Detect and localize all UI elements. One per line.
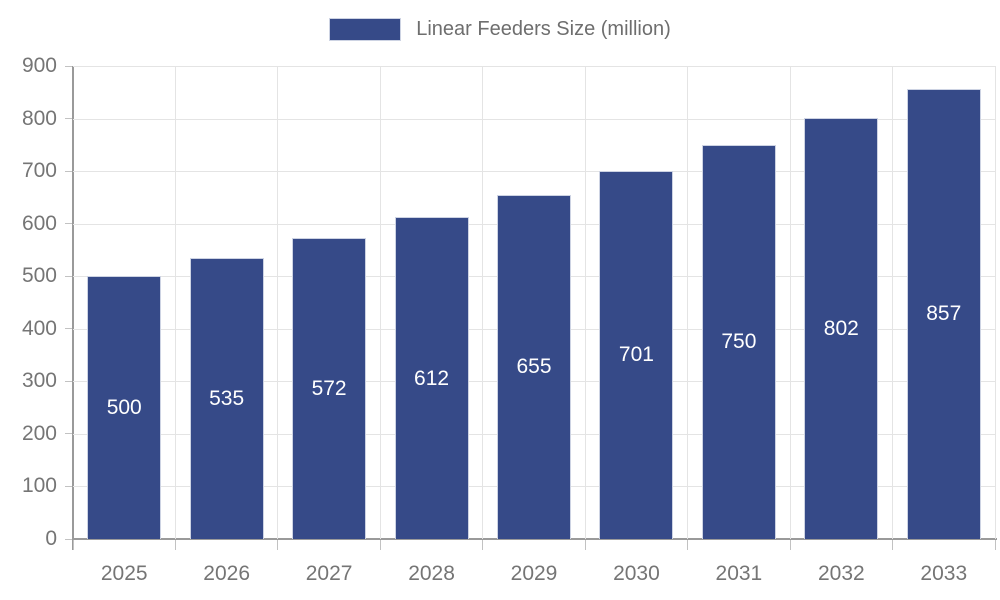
bar-2031[interactable]: 750	[701, 144, 776, 539]
y-axis-tick	[65, 275, 72, 277]
bar-value-label: 500	[106, 396, 142, 420]
y-axis-tick	[65, 328, 72, 330]
y-axis-tick-label: 400	[21, 316, 57, 340]
x-axis-category-label: 2033	[920, 562, 968, 585]
x-axis-category-label: 2025	[100, 562, 148, 585]
gridline-horizontal	[73, 171, 995, 173]
gridline-vertical	[687, 66, 689, 539]
legend-label: Linear Feeders Size (million)	[416, 18, 671, 40]
chart-legend[interactable]: Linear Feeders Size (million)	[0, 18, 1000, 41]
y-axis-tick-label: 700	[21, 159, 57, 183]
gridline-horizontal	[73, 118, 995, 120]
gridline-vertical	[584, 66, 586, 539]
bar-value-label: 655	[516, 355, 552, 379]
y-axis-tick	[65, 433, 72, 435]
bar-2025[interactable]: 500	[87, 276, 162, 539]
bar-value-label: 572	[311, 377, 347, 401]
x-axis-tick	[892, 540, 894, 550]
bar-value-label: 701	[618, 343, 654, 367]
gridline-horizontal	[73, 66, 995, 67]
bar-2028[interactable]: 612	[394, 217, 469, 539]
y-axis-line	[72, 66, 74, 550]
y-axis-tick-label: 900	[21, 54, 57, 77]
x-axis-tick	[72, 540, 74, 550]
plot-area: 500 535 572 612 655 701 750 802 857	[73, 66, 996, 539]
bar-2030[interactable]: 701	[599, 170, 674, 539]
y-axis-tick	[65, 170, 72, 172]
y-axis-tick-label: 600	[21, 211, 57, 235]
x-axis-line	[72, 538, 997, 540]
y-axis-tick	[65, 65, 72, 67]
bar-2027[interactable]: 572	[292, 238, 367, 539]
bar-2029[interactable]: 655	[497, 194, 571, 539]
y-axis-tick	[65, 538, 72, 540]
gridline-vertical	[174, 66, 176, 539]
y-axis-tick	[65, 485, 72, 487]
gridline-vertical	[994, 66, 996, 539]
bar-value-label: 612	[414, 366, 450, 390]
x-axis-tick	[174, 540, 176, 550]
bar-value-label: 750	[721, 330, 757, 354]
x-axis-tick	[994, 540, 996, 550]
y-axis-tick	[65, 118, 72, 120]
gridline-vertical	[789, 66, 791, 539]
bar-2033[interactable]: 857	[906, 88, 981, 539]
bar-value-label: 857	[926, 302, 962, 326]
bar-value-label: 802	[823, 316, 859, 340]
x-axis-tick	[379, 540, 381, 550]
y-axis-tick	[65, 380, 72, 382]
x-axis-tick	[584, 540, 586, 550]
bar-2032[interactable]: 802	[804, 117, 879, 539]
x-axis-category-label: 2029	[510, 562, 558, 585]
y-axis-tick	[65, 223, 72, 225]
x-axis-category-label: 2032	[817, 562, 865, 585]
x-axis-category-label: 2028	[408, 562, 455, 585]
gridline-vertical	[892, 66, 894, 539]
y-axis-tick-label: 100	[21, 474, 57, 498]
y-axis-tick-label: 300	[21, 369, 57, 393]
gridline-vertical	[379, 66, 381, 539]
y-axis-tick-label: 200	[21, 421, 57, 445]
y-axis-tick-label: 0	[45, 527, 57, 550]
gridline-vertical	[482, 66, 484, 539]
x-axis-category-label: 2030	[613, 562, 660, 585]
x-axis-tick	[277, 540, 279, 550]
y-axis-tick-label: 500	[21, 264, 57, 288]
bar-2026[interactable]: 535	[189, 257, 264, 539]
y-axis-tick-label: 800	[21, 106, 57, 130]
x-axis-category-label: 2026	[203, 562, 251, 585]
bar-value-label: 535	[209, 386, 245, 410]
legend-swatch-icon	[329, 18, 402, 41]
gridline-vertical	[277, 66, 279, 539]
x-axis-category-label: 2027	[305, 562, 353, 585]
x-axis-tick	[482, 540, 484, 550]
x-axis-tick	[789, 540, 791, 550]
x-axis-tick	[687, 540, 689, 550]
x-axis-category-label: 2031	[715, 562, 763, 585]
